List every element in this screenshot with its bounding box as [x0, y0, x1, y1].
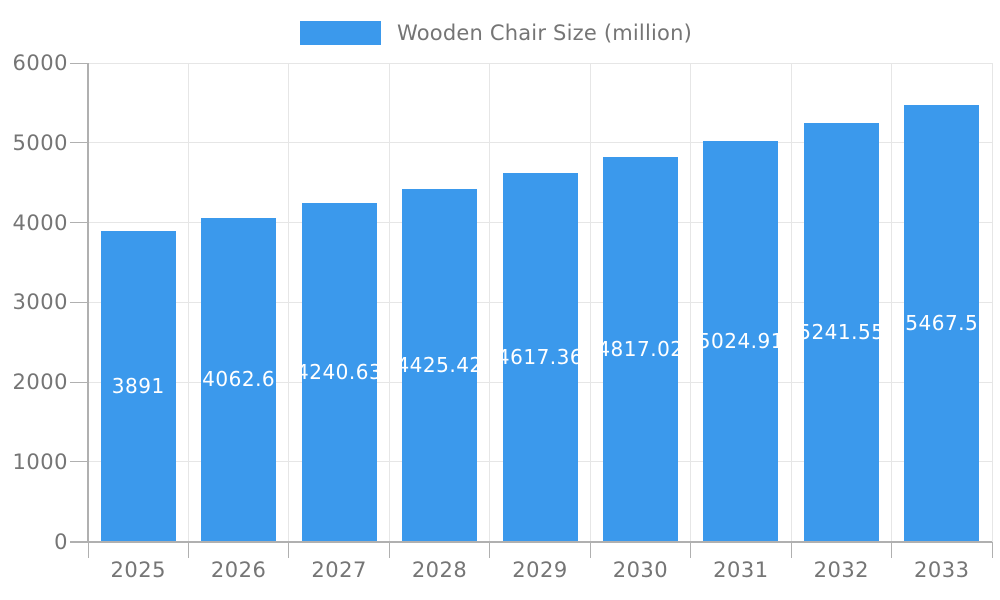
bar-2030[interactable]: 4817.02 — [597, 157, 683, 542]
bar-2028[interactable]: 4425.42 — [396, 188, 482, 542]
legend-swatch-icon — [300, 21, 381, 45]
y-tick-label: 3000 — [12, 290, 68, 315]
bar-2032[interactable]: 5241.55 — [798, 123, 884, 542]
bar-value-label: 3891 — [111, 374, 165, 399]
y-tick-label: 6000 — [12, 51, 68, 75]
bar-2029[interactable]: 4617.36 — [497, 173, 583, 542]
x-axis-tick — [690, 541, 692, 558]
x-tick-label: 2028 — [411, 558, 468, 582]
x-tick-label: 2031 — [713, 558, 769, 582]
bar-2025[interactable]: 3891 — [100, 231, 176, 542]
y-tick-label: 2000 — [12, 370, 68, 394]
bar-value-label: 4817.02 — [597, 337, 684, 362]
bar-value-label: 4062.6 — [202, 367, 276, 392]
bar-value-label: 4617.36 — [496, 345, 584, 370]
y-axis-tick — [70, 461, 88, 463]
x-axis-tick — [187, 541, 189, 558]
x-axis-tick — [489, 541, 491, 558]
y-tick-label: 1000 — [12, 449, 68, 474]
x-tick-label: 2025 — [110, 558, 166, 582]
y-tick-label: 5000 — [12, 130, 68, 155]
y-tick-label: 4000 — [12, 210, 68, 235]
v-gridline — [187, 63, 189, 542]
y-axis-tick — [70, 381, 88, 383]
v-gridline — [790, 63, 792, 542]
v-gridline — [489, 63, 491, 542]
x-axis-tick — [87, 541, 89, 558]
y-axis-line — [87, 63, 89, 542]
legend[interactable]: Wooden Chair Size (million) — [300, 20, 692, 46]
bar-value-label: 5024.91 — [697, 329, 784, 354]
bar-value-label: 5467.5 — [905, 311, 979, 336]
bar-2027[interactable]: 4240.63 — [296, 203, 382, 542]
h-gridline — [88, 142, 992, 144]
x-tick-label: 2033 — [914, 558, 970, 582]
y-axis-tick — [70, 62, 88, 64]
v-gridline — [690, 63, 692, 542]
v-gridline — [388, 63, 390, 542]
x-axis-tick — [388, 541, 390, 558]
bar-2031[interactable]: 5024.91 — [698, 140, 783, 542]
x-axis-tick — [891, 541, 893, 558]
x-tick-label: 2026 — [210, 558, 267, 582]
y-axis-tick — [70, 222, 88, 223]
x-axis-tick — [288, 541, 290, 558]
y-axis-tick — [70, 301, 88, 303]
v-gridline — [991, 63, 993, 542]
v-gridline — [288, 63, 290, 542]
v-gridline — [891, 63, 893, 542]
x-axis-tick — [991, 541, 993, 558]
legend-label: Wooden Chair Size (million) — [397, 21, 692, 45]
y-tick-label: 0 — [54, 529, 68, 554]
y-axis-tick — [70, 142, 88, 144]
bar-value-label: 4240.63 — [296, 360, 383, 385]
x-axis-tick — [589, 541, 591, 558]
h-gridline — [88, 62, 992, 64]
x-tick-label: 2030 — [612, 558, 669, 582]
x-tick-label: 2032 — [813, 558, 870, 582]
bar-value-label: 4425.42 — [396, 353, 483, 378]
bar-2026[interactable]: 4062.6 — [201, 217, 277, 542]
v-gridline — [589, 63, 591, 542]
x-tick-label: 2027 — [311, 558, 367, 582]
x-axis-tick — [790, 541, 792, 558]
x-axis-line — [70, 541, 992, 543]
x-tick-label: 2029 — [512, 558, 568, 582]
bar-2033[interactable]: 5467.5 — [904, 105, 980, 542]
bar-value-label: 5241.55 — [798, 320, 885, 345]
